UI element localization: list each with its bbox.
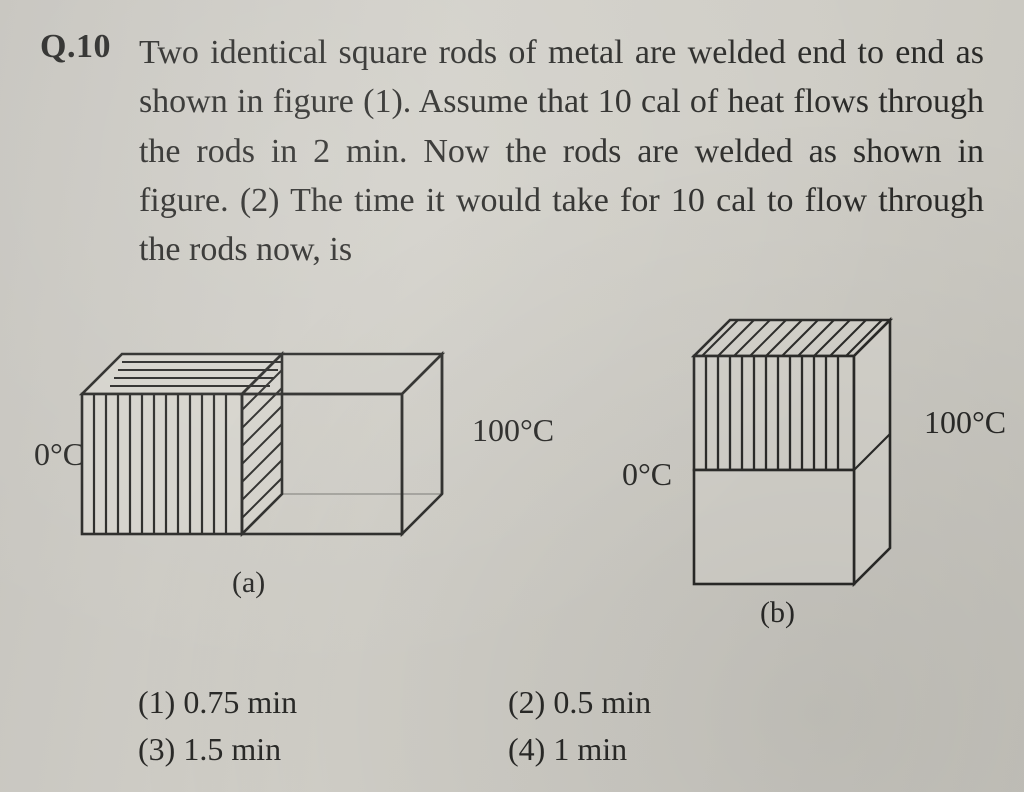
option-1: (1) 0.75 min — [138, 684, 508, 721]
question-text: Two identical square rods of metal are w… — [139, 28, 984, 274]
option-4: (4) 1 min — [508, 731, 878, 768]
figure-b-sublabel: (b) — [760, 596, 795, 630]
figure-a-right-temp: 100°C — [472, 412, 554, 449]
figure-b-right-temp: 100°C — [924, 404, 1006, 441]
figure-b — [674, 314, 934, 614]
figure-a-svg — [44, 324, 514, 564]
figures-area: 0°C 100°C (a) — [40, 308, 984, 628]
page: Q.10 Two identical square rods of metal … — [0, 0, 1024, 792]
figure-b-svg — [674, 314, 934, 614]
figure-b-left-temp: 0°C — [622, 456, 672, 493]
question-number: Q.10 — [40, 28, 111, 66]
option-2: (2) 0.5 min — [508, 684, 878, 721]
figure-a-left-temp: 0°C — [34, 436, 84, 473]
question-row: Q.10 Two identical square rods of metal … — [40, 28, 984, 274]
figure-a — [44, 324, 514, 564]
figure-a-sublabel: (a) — [232, 566, 265, 600]
option-3: (3) 1.5 min — [138, 731, 508, 768]
options: (1) 0.75 min (2) 0.5 min (3) 1.5 min (4)… — [138, 684, 878, 768]
